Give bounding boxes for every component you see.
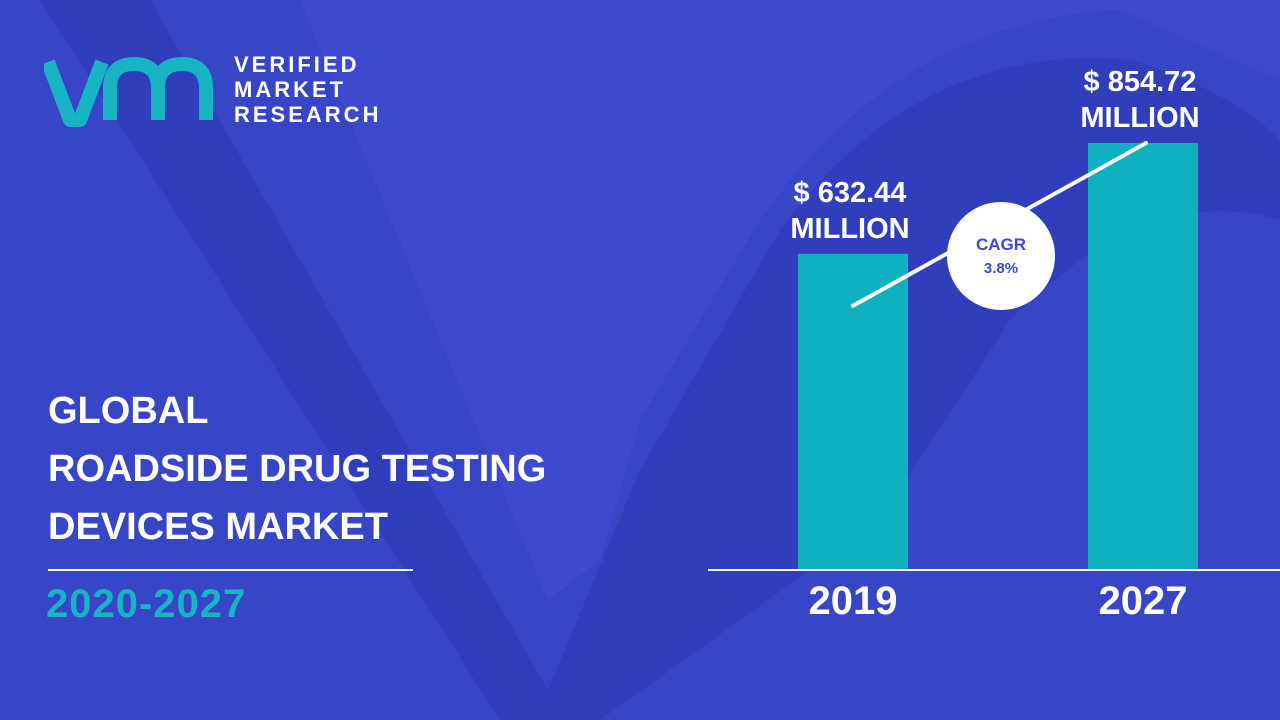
data-label-2019-line-2: MILLION (790, 213, 909, 245)
brand-wordmark: VERIFIED MARKET RESEARCH (234, 52, 381, 127)
x-tick-label-2019: 2019 (809, 579, 898, 623)
title-line-1: GLOBAL (48, 390, 209, 432)
vmr-logo-mark (44, 56, 213, 127)
data-label-2027-line-2: MILLION (1080, 102, 1199, 134)
data-label-2027-line-1: $ 854.72 (1084, 66, 1197, 98)
bar-2019 (798, 253, 908, 569)
brand-line-1: VERIFIED (234, 52, 360, 77)
title-divider (48, 569, 413, 571)
cagr-badge (947, 202, 1055, 310)
brand-line-3: RESEARCH (234, 102, 382, 127)
brand-line-2: MARKET (234, 77, 347, 102)
cagr-value: 3.8% (984, 260, 1018, 277)
bar-2027 (1088, 143, 1198, 569)
title-line-3: DEVICES MARKET (48, 506, 388, 548)
data-label-2019-line-1: $ 632.44 (794, 177, 907, 209)
forecast-period: 2020-2027 (46, 582, 247, 626)
cagr-label: CAGR (976, 235, 1026, 254)
title-line-2: ROADSIDE DRUG TESTING (48, 448, 547, 490)
x-tick-label-2027: 2027 (1099, 579, 1188, 623)
report-title: GLOBAL ROADSIDE DRUG TESTING DEVICES MAR… (48, 382, 546, 556)
